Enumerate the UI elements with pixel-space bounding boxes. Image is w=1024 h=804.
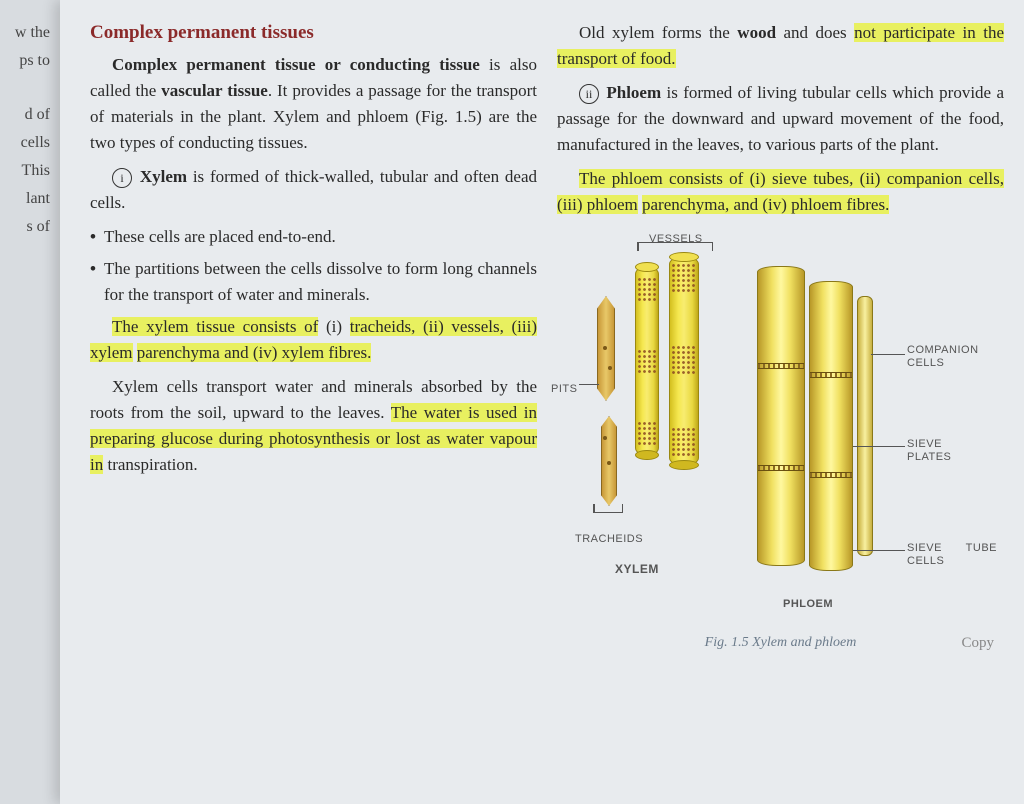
label-vessels: VESSELS bbox=[649, 226, 703, 252]
sieve-tube-2 bbox=[809, 281, 853, 571]
left-column: Complex permanent tissues Complex perman… bbox=[90, 20, 537, 656]
label-sieve-plates: SIEVE PLATES bbox=[907, 438, 977, 464]
para-xylem-consists: The xylem tissue consists of (i) trachei… bbox=[90, 314, 537, 366]
bracket-tracheids bbox=[593, 512, 623, 513]
term-xylem: Xylem bbox=[140, 167, 187, 186]
para-phloem-def: ii Phloem is formed of living tubular ce… bbox=[557, 80, 1004, 158]
para-phloem-consists: The phloem consists of (i) sieve tubes, … bbox=[557, 166, 1004, 218]
sieve-tube-1 bbox=[757, 266, 805, 566]
handwriting-copy: Copy bbox=[961, 630, 994, 656]
term-complex-tissue: Complex permanent tissue or conducting t… bbox=[112, 55, 480, 74]
para-intro: Complex permanent tissue or conducting t… bbox=[90, 52, 537, 156]
label-pits: PITS bbox=[551, 376, 577, 402]
para-xylem-transport: Xylem cells transport water and minerals… bbox=[90, 374, 537, 478]
companion-cell-1 bbox=[857, 296, 873, 556]
term-vascular: vascular tissue bbox=[161, 81, 268, 100]
term-phloem: Phloem bbox=[606, 83, 661, 102]
two-column-content: Complex permanent tissues Complex perman… bbox=[90, 20, 1004, 656]
label-phloem: PHLOEM bbox=[783, 591, 833, 617]
para-old-xylem: Old xylem forms the wood and does not pa… bbox=[557, 20, 1004, 72]
right-column: Old xylem forms the wood and does not pa… bbox=[557, 20, 1004, 656]
vessel-1 bbox=[635, 266, 659, 456]
figure-xylem-phloem: VESSELS bbox=[557, 226, 1004, 656]
cut-margin: w the ps to d of cells This lant s of bbox=[0, 20, 50, 242]
label-tracheids: TRACHEIDS bbox=[575, 526, 643, 552]
para-xylem-def: i Xylem is formed of thick-walled, tubul… bbox=[90, 164, 537, 216]
bullet-partitions: The partitions between the cells dissolv… bbox=[90, 256, 537, 308]
bullet-end-to-end: These cells are placed end-to-end. bbox=[90, 224, 537, 250]
marker-ii: ii bbox=[579, 84, 599, 104]
section-heading: Complex permanent tissues bbox=[90, 20, 537, 46]
figure-caption: Fig. 1.5 Xylem and phloem bbox=[557, 630, 1004, 656]
marker-i: i bbox=[112, 168, 132, 188]
vessel-2 bbox=[669, 256, 699, 466]
label-xylem: XYLEM bbox=[615, 556, 659, 582]
page: Complex permanent tissues Complex perman… bbox=[60, 0, 1024, 804]
leader-pits bbox=[579, 384, 599, 385]
label-companion: COMPANION CELLS bbox=[907, 344, 997, 370]
bracket-vessels bbox=[637, 242, 713, 243]
label-sieve-tube: SIEVE TUBE CELLS bbox=[907, 542, 997, 568]
